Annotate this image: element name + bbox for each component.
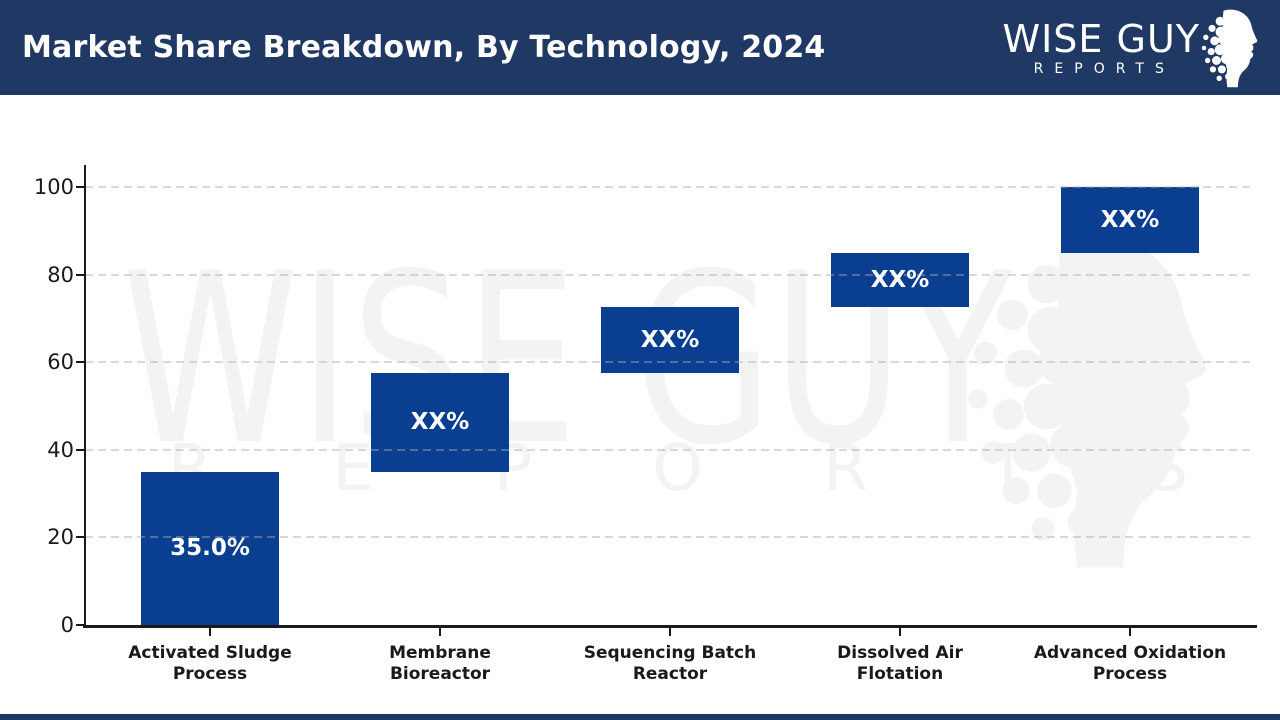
ytick-label-y80: 80 <box>47 262 74 287</box>
ytick-mark-y60 <box>76 361 84 364</box>
footer-bar <box>0 714 1280 720</box>
category-label-2: Membrane Bioreactor <box>325 643 555 685</box>
y-axis-line <box>84 165 86 628</box>
category-label-line: Dissolved Air <box>837 643 963 663</box>
waterfall-bar-2 <box>371 373 509 472</box>
brand-logo: WISE GUY REPORTS <box>1003 7 1262 89</box>
xtick-mark-5 <box>1129 628 1131 636</box>
xtick-mark-1 <box>209 628 211 636</box>
chart-area: WISE GUY R E P O R T S 35.0% XX% XX% XX% XX%… <box>0 95 1280 714</box>
bar-value-label-1: 35.0% <box>170 535 250 562</box>
ytick-label-y100: 100 <box>33 175 74 199</box>
category-label-line: Process <box>1092 664 1168 684</box>
xtick-mark-2 <box>439 628 441 636</box>
gridline-y80 <box>85 273 1255 276</box>
category-label-line: Process <box>172 664 248 684</box>
waterfall-bar-3 <box>601 307 739 374</box>
head-profile-icon <box>1196 7 1262 89</box>
bar-value-label-2: XX% <box>410 409 470 436</box>
category-label-1: Activated Sludge Process <box>95 643 325 685</box>
bar-value-label-3: XX% <box>640 327 700 354</box>
category-label-line: Activated Sludge <box>128 643 292 663</box>
brand-name: WISE GUY <box>1002 16 1200 61</box>
category-label-line: Bioreactor <box>389 664 491 684</box>
gridline-y100 <box>85 186 1255 188</box>
ytick-mark-y40 <box>76 448 84 451</box>
gridline-y60 <box>85 361 1255 364</box>
ytick-label-y60: 60 <box>47 350 74 375</box>
bar-value-label-5: XX% <box>1100 206 1160 233</box>
brand-subtitle: REPORTS <box>1033 60 1175 77</box>
page-title: Market Share Breakdown, By Technology, 2… <box>22 30 826 65</box>
gridline-y40 <box>85 448 1255 451</box>
gridline-y20 <box>85 536 1255 539</box>
ytick-label-y0: 0 <box>60 613 74 637</box>
ytick-label-y40: 40 <box>47 437 74 462</box>
ytick-mark-y20 <box>76 536 84 539</box>
xtick-mark-4 <box>899 628 901 636</box>
ytick-label-y20: 20 <box>47 525 74 550</box>
ytick-mark-y80 <box>76 273 84 276</box>
x-axis-line <box>83 625 1257 628</box>
bar-value-label-4: XX% <box>870 267 930 294</box>
ytick-mark-y100 <box>76 186 84 188</box>
xtick-mark-3 <box>669 628 671 636</box>
waterfall-plot: 35.0% XX% XX% XX% XX% 0 20 40 60 80 100 Activated S… <box>0 95 1280 714</box>
waterfall-bar-4 <box>831 252 969 308</box>
category-label-3: Sequencing Batch Reactor <box>555 643 785 685</box>
category-label-line: Sequencing Batch <box>583 643 757 663</box>
header-bar: Market Share Breakdown, By Technology, 2… <box>0 0 1280 95</box>
brand-logo-text: WISE GUY REPORTS <box>1003 20 1200 76</box>
category-label-5: Advanced Oxidation Process <box>1015 643 1245 685</box>
category-label-line: Flotation <box>856 664 944 684</box>
category-label-line: Advanced Oxidation <box>1033 643 1227 663</box>
category-label-4: Dissolved Air Flotation <box>785 643 1015 685</box>
ytick-mark-y0 <box>76 624 84 626</box>
waterfall-bar-1 <box>141 471 279 625</box>
category-label-line: Membrane <box>389 643 491 663</box>
category-label-line: Reactor <box>632 664 708 684</box>
